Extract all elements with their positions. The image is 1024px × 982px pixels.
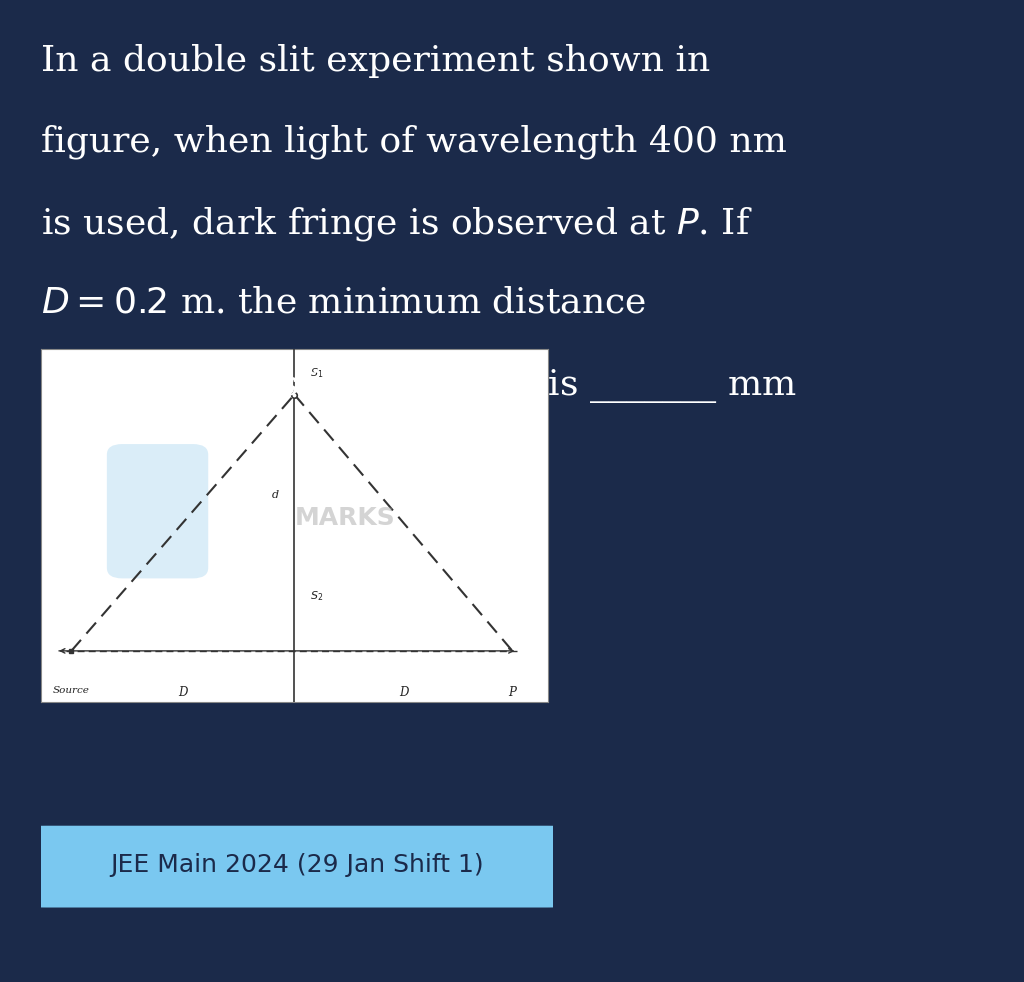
Text: D: D bbox=[178, 686, 187, 699]
Text: $D = 0.2$ m. the minimum distance: $D = 0.2$ m. the minimum distance bbox=[41, 286, 646, 320]
FancyBboxPatch shape bbox=[26, 826, 568, 907]
Text: figure, when light of wavelength 400 nm: figure, when light of wavelength 400 nm bbox=[41, 125, 786, 159]
FancyBboxPatch shape bbox=[106, 444, 208, 578]
Text: d: d bbox=[272, 490, 280, 500]
Text: MARKS: MARKS bbox=[295, 507, 395, 530]
Text: $S_2$: $S_2$ bbox=[309, 589, 323, 603]
Text: Source: Source bbox=[53, 686, 90, 695]
Text: $S_1$: $S_1$ bbox=[309, 366, 323, 380]
Text: between the slits $S_1$ and $S_2$ is _______ mm: between the slits $S_1$ and $S_2$ is ___… bbox=[41, 366, 797, 406]
Text: P: P bbox=[509, 686, 516, 699]
Text: JEE Main 2024 (29 Jan Shift 1): JEE Main 2024 (29 Jan Shift 1) bbox=[111, 853, 483, 877]
Text: D: D bbox=[398, 686, 409, 699]
Text: is used, dark fringe is observed at $P$. If: is used, dark fringe is observed at $P$.… bbox=[41, 205, 753, 244]
Text: .: . bbox=[41, 447, 52, 481]
Text: In a double slit experiment shown in: In a double slit experiment shown in bbox=[41, 44, 711, 79]
